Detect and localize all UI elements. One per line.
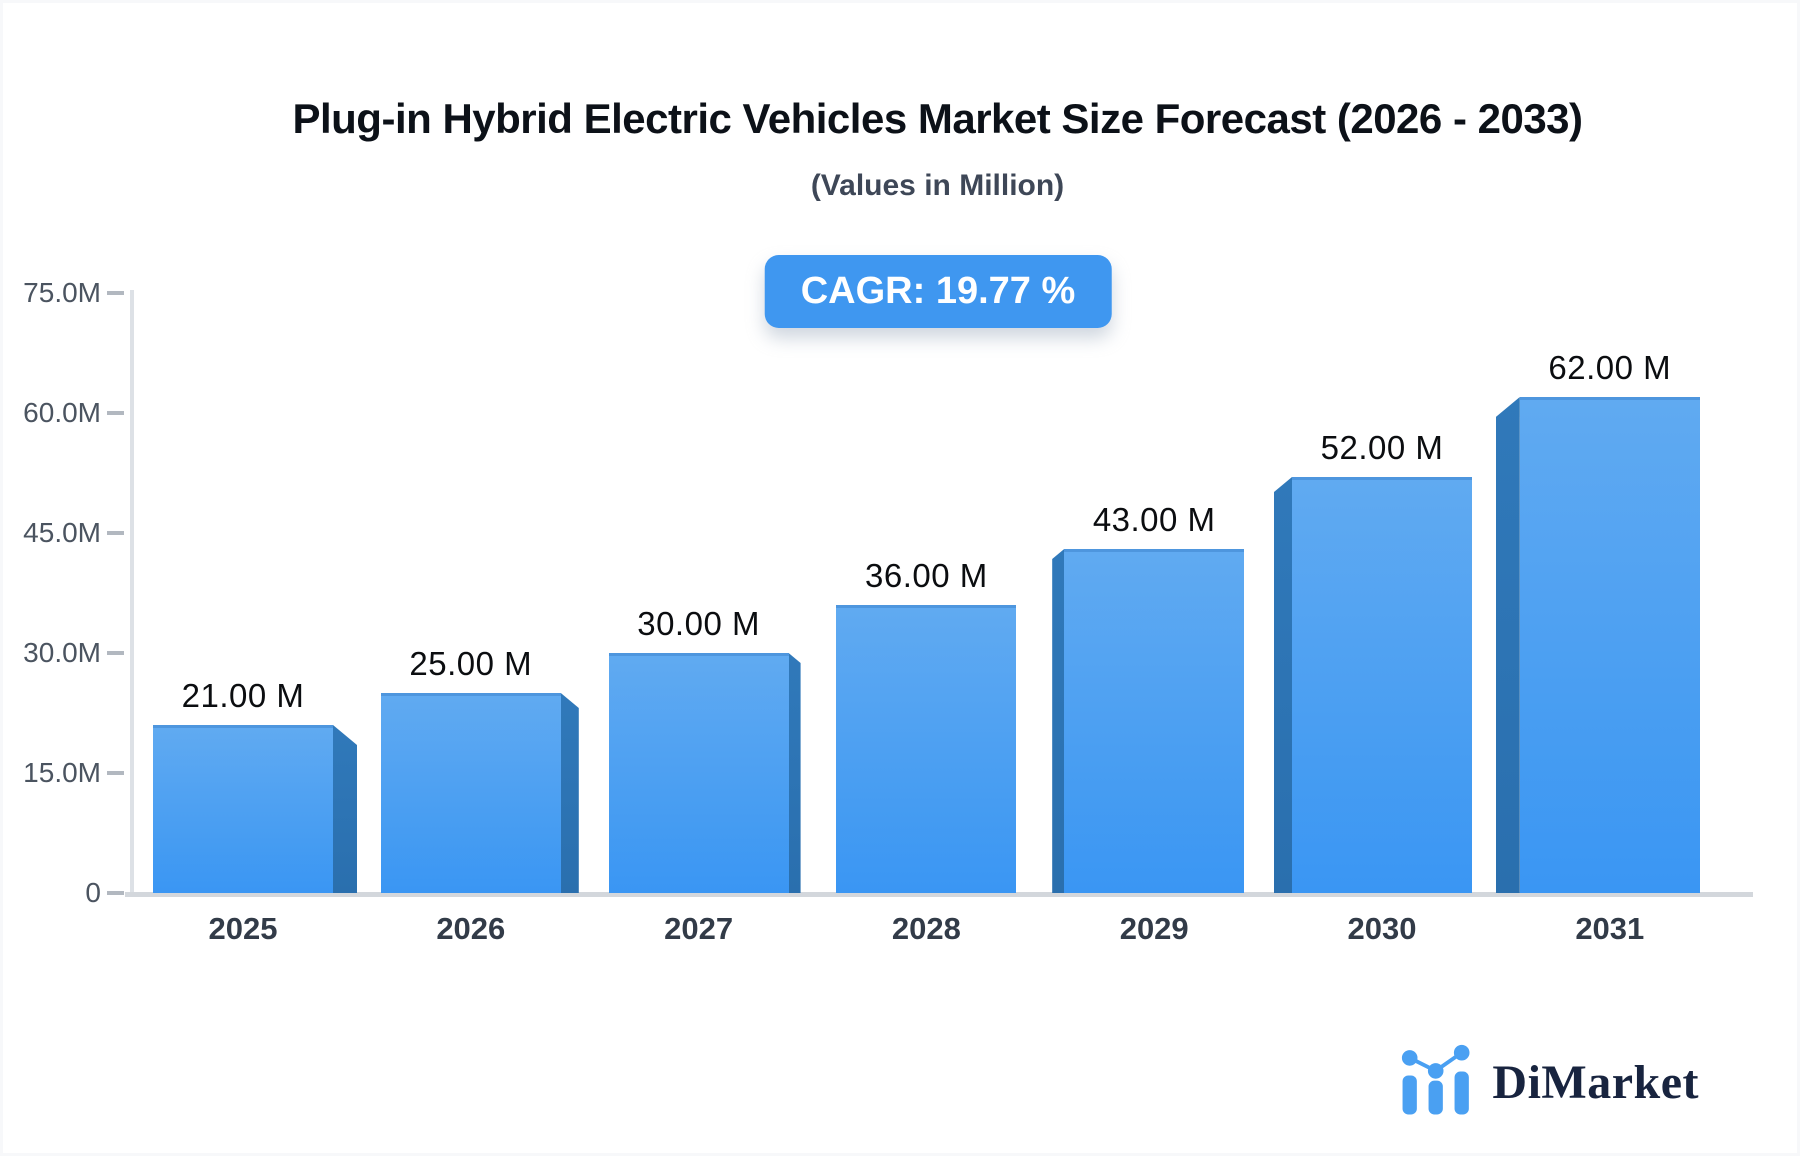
y-axis-tick-label: 75.0M [23, 277, 101, 308]
bar [1519, 397, 1700, 893]
bar-3d-side [1495, 397, 1520, 893]
y-axis-tick-label: 30.0M [23, 637, 101, 668]
bar [1292, 477, 1472, 893]
plot-area: 0 15.0M 30.0M 45.0M 60.0M 75.0M 21.00 M 2025 25.… [3, 3, 1797, 1153]
brand-logo: DiMarket [1398, 1041, 1699, 1124]
bar-chart-logo-icon [1398, 1041, 1476, 1124]
x-axis-category-label: 2026 [436, 911, 506, 946]
y-axis-tick-label: 60.0M [23, 397, 101, 428]
chart-header: Plug-in Hybrid Electric Vehicles Market … [133, 95, 1742, 203]
bar-value-label: 52.00 M [1320, 429, 1444, 466]
brand-name: DiMarket [1492, 1056, 1699, 1109]
cagr-badge: CAGR: 19.77 % [764, 255, 1112, 328]
bar-value-label: 36.00 M [865, 557, 988, 594]
chart-title: Plug-in Hybrid Electric Vehicles Market … [292, 95, 1583, 142]
y-axis-tick-mark [107, 771, 124, 775]
bar-value-label: 30.00 M [637, 605, 760, 642]
y-axis-tick-label: 0 [85, 877, 101, 908]
bar-value-label: 25.00 M [409, 645, 533, 682]
x-axis-line [125, 892, 1753, 897]
x-axis-category-label: 2030 [1347, 911, 1417, 946]
y-axis-tick-mark [107, 411, 124, 415]
bar [380, 693, 561, 893]
bar [836, 605, 1017, 893]
bar-3d-side [788, 653, 801, 893]
chart-subtitle: (Values in Million) [810, 169, 1065, 202]
y-axis-tick-label: 15.0M [23, 757, 101, 788]
bar-value-label: 62.00 M [1548, 349, 1672, 386]
x-axis-category-label: 2028 [891, 911, 961, 946]
bar-value-label: 21.00 M [181, 677, 305, 714]
y-axis-tick-mark [107, 651, 124, 655]
bar-3d-side [1274, 477, 1292, 893]
y-axis-tick-mark [107, 891, 124, 895]
bar-value-label: 43.00 M [1092, 501, 1216, 538]
bar [153, 725, 333, 893]
bar [608, 653, 789, 893]
x-axis-category-label: 2025 [208, 911, 278, 946]
y-axis-tick-mark [107, 531, 124, 535]
x-axis-category-label: 2031 [1575, 911, 1645, 946]
x-axis-category-label: 2029 [1119, 911, 1189, 946]
bar-3d-side [333, 725, 357, 893]
bar-3d-side [560, 693, 579, 893]
bar [1064, 549, 1245, 893]
bar-3d-side [1052, 549, 1065, 893]
y-axis-tick-label: 45.0M [23, 517, 101, 548]
y-axis-line [130, 290, 134, 895]
x-axis-category-label: 2027 [664, 911, 734, 946]
y-axis-tick-mark [107, 291, 124, 295]
